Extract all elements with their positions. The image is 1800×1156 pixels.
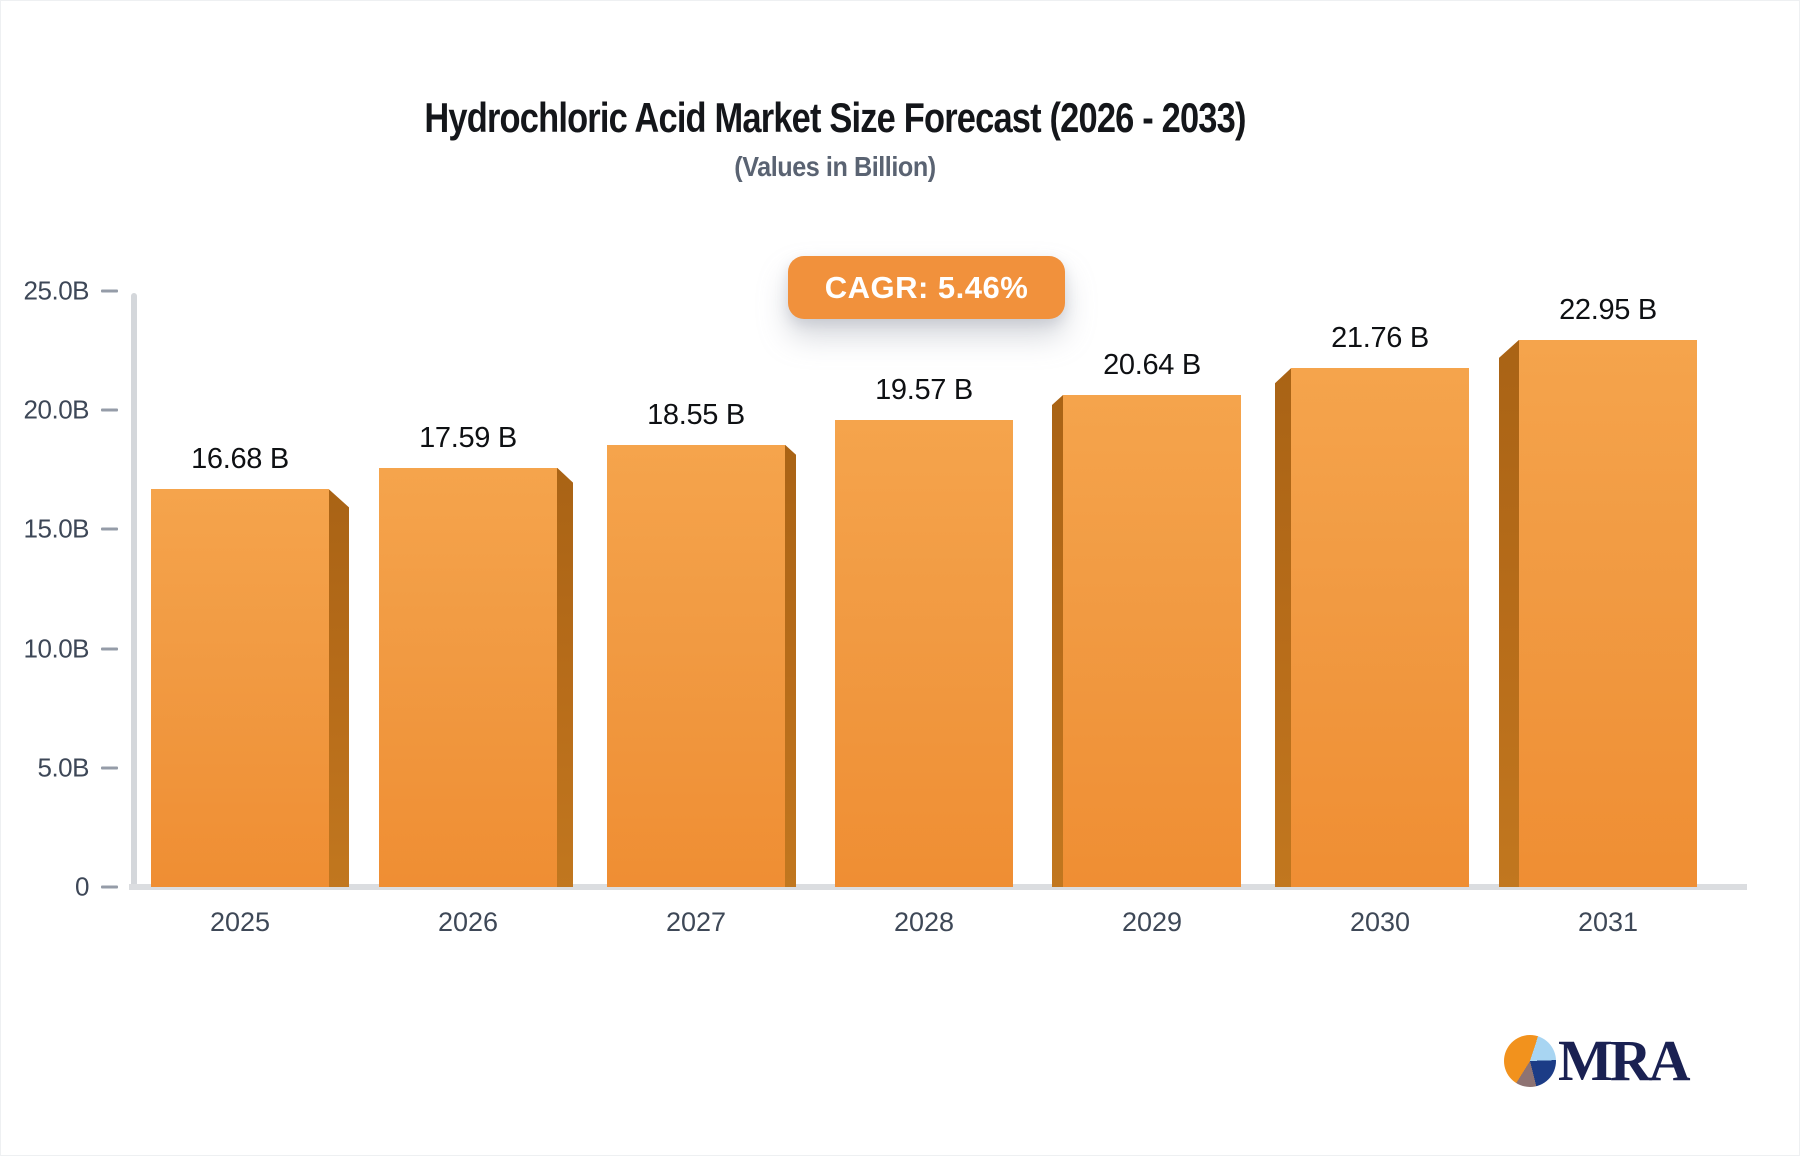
bar-2030 [1291, 368, 1469, 887]
bar-2029 [1063, 394, 1241, 887]
pie-chart-logo-icon [1504, 1035, 1556, 1087]
bar-value-label: 17.59 B [419, 421, 517, 454]
bar-side-2026 [557, 467, 573, 887]
cagr-badge: CAGR: 5.46% [788, 256, 1065, 319]
bar-value-label: 20.64 B [1103, 348, 1201, 381]
y-tick-label: 5.0B [37, 752, 90, 783]
y-tick-dash [101, 647, 118, 651]
bar-side-2030 [1275, 368, 1291, 887]
x-axis-baseline [129, 884, 1747, 890]
y-tick-label: 0 [75, 871, 89, 902]
x-tick-label: 2029 [1121, 907, 1183, 937]
bar-2027 [607, 444, 785, 887]
bar-2028 [835, 420, 1013, 887]
bar-side-2029 [1052, 394, 1063, 887]
bar-2025 [151, 489, 329, 887]
y-tick-dash [101, 408, 118, 412]
y-tick-dash [101, 885, 118, 889]
y-tick-label: 25.0B [23, 275, 90, 306]
y-tick-label: 15.0B [23, 513, 90, 544]
bar-2031 [1519, 339, 1697, 887]
y-tick-dash [101, 766, 118, 770]
y-tick-dash [101, 527, 118, 531]
bar-value-label: 19.57 B [875, 374, 973, 407]
y-tick-label: 10.0B [23, 633, 90, 664]
chart-subtitle: (Values in Billion) [734, 151, 936, 182]
y-tick-dash [101, 289, 118, 293]
bar-side-2027 [785, 444, 796, 887]
x-tick-label: 2026 [437, 907, 499, 937]
bar-value-label: 21.76 B [1331, 322, 1429, 355]
bar-value-label: 16.68 B [191, 443, 289, 476]
x-tick-label: 2027 [665, 907, 727, 937]
x-tick-label: 2028 [893, 907, 955, 937]
x-tick-label: 2031 [1577, 907, 1639, 937]
x-tick-label: 2025 [209, 907, 271, 937]
chart-title: Hydrochloric Acid Market Size Forecast (… [424, 94, 1246, 141]
bar-side-2025 [329, 489, 349, 887]
mra-logo: MRA [1504, 1028, 1691, 1093]
y-tick-label: 20.0B [23, 394, 90, 425]
y-axis-line [131, 293, 137, 887]
cagr-badge-label: CAGR: 5.46% [824, 269, 1029, 305]
mra-logo-text: MRA [1558, 1028, 1691, 1093]
bar-value-label: 22.95 B [1559, 293, 1657, 326]
bar-2026 [379, 467, 557, 887]
bar-side-2031 [1499, 339, 1519, 887]
x-tick-label: 2030 [1349, 907, 1411, 937]
bar-value-label: 18.55 B [647, 398, 745, 431]
chart-header: Hydrochloric Acid Market Size Forecast (… [1, 93, 1669, 183]
